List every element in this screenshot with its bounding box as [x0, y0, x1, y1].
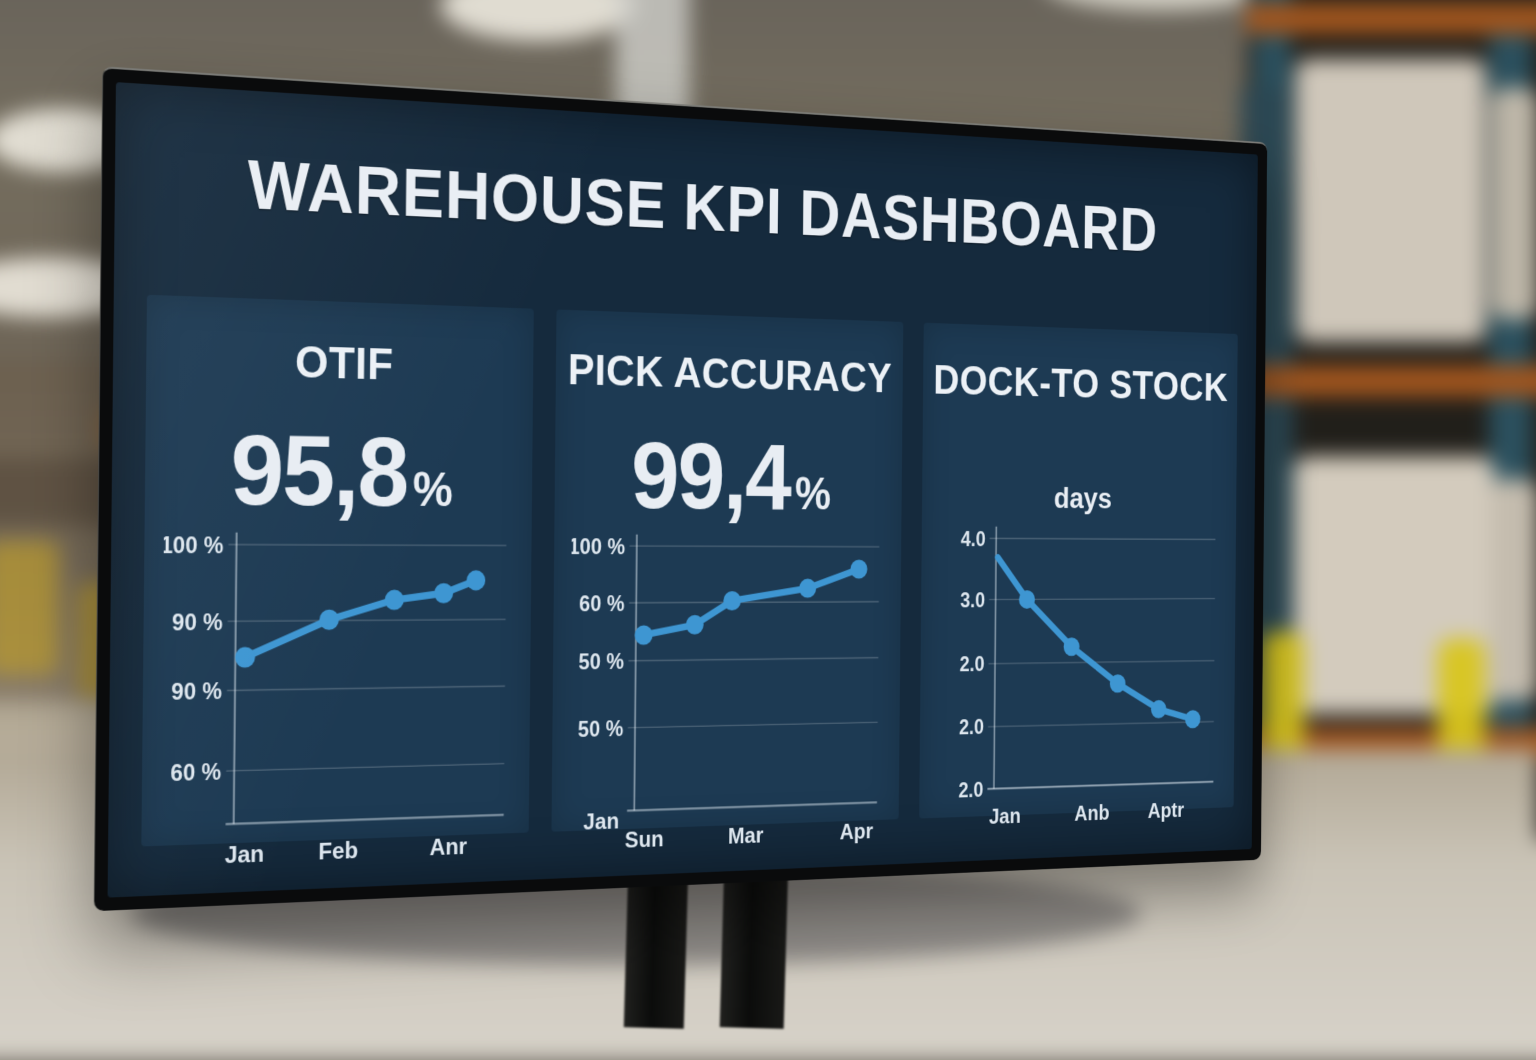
- svg-text:60 %: 60 %: [579, 591, 625, 616]
- panel-otif-value: 95,8%: [230, 414, 454, 527]
- wrapped-pallet: [1491, 87, 1536, 320]
- panel-dock-to-stock: DOCK-TO STOCK days 4.0 3.0 2.0 2.0 2.0 Jan Anb…: [919, 322, 1238, 830]
- rack-beam: [1246, 3, 1536, 35]
- ceiling-light: [1043, 0, 1280, 11]
- kpi-panels-row: OTIF 95,8% 100 % 90 % 90 % 60 % Jan Feb Anr PI…: [141, 294, 1238, 869]
- svg-text:Apr: Apr: [839, 819, 873, 845]
- svg-text:2.0: 2.0: [960, 652, 985, 676]
- panel-dock-to-stock-title: DOCK-TO STOCK: [933, 356, 1229, 410]
- svg-text:Sun: Sun: [624, 827, 663, 854]
- svg-text:3.0: 3.0: [960, 588, 985, 611]
- svg-text:Jan: Jan: [583, 809, 619, 836]
- panel-pick-accuracy-title: PICK ACCURACY: [567, 344, 893, 402]
- pick-accuracy-value-number: 99,4: [630, 422, 791, 530]
- dashboard-title: WAREHOUSE KPI DASHBOARD: [247, 146, 1159, 265]
- svg-text:Anr: Anr: [429, 834, 467, 861]
- left-yellow-crates: [0, 540, 60, 675]
- panel-otif: OTIF 95,8% 100 % 90 % 90 % 60 % Jan Feb Anr: [141, 294, 534, 869]
- svg-text:2.0: 2.0: [959, 716, 984, 740]
- svg-text:Aptr: Aptr: [1148, 799, 1185, 824]
- kpi-monitor: WAREHOUSE KPI DASHBOARD OTIF 95,8% 100 %…: [93, 66, 1268, 912]
- dock-to-stock-unit-label: days: [1053, 481, 1113, 516]
- panel-pick-accuracy: PICK ACCURACY 99,4% 100 % 60 % 50 % 50 % Jan…: [551, 309, 904, 854]
- svg-text:90 %: 90 %: [171, 678, 222, 705]
- svg-text:4.0: 4.0: [961, 527, 986, 550]
- panel-otif-title: OTIF: [294, 336, 394, 390]
- svg-text:Anb: Anb: [1074, 801, 1109, 826]
- monitor-stand-pole: [623, 867, 689, 1029]
- wrapped-pallet: [1491, 479, 1536, 701]
- wrapped-pallet: [1295, 58, 1486, 343]
- svg-text:2.0: 2.0: [959, 778, 984, 802]
- svg-text:60 %: 60 %: [170, 759, 221, 786]
- svg-text:90 %: 90 %: [172, 609, 223, 635]
- svg-text:Mar: Mar: [727, 823, 763, 849]
- svg-text:50 %: 50 %: [578, 649, 624, 674]
- svg-text:100 %: 100 %: [160, 532, 223, 558]
- otif-trend-chart: 100 % 90 % 90 % 60 % Jan Feb Anr: [160, 519, 514, 876]
- dashboard-screen: WAREHOUSE KPI DASHBOARD OTIF 95,8% 100 %…: [107, 82, 1258, 898]
- pick-accuracy-trend-chart: 100 % 60 % 50 % 50 % Jan Sun Mar Apr: [568, 522, 886, 860]
- pick-accuracy-value-unit: %: [794, 468, 832, 520]
- panel-pick-accuracy-value: 99,4%: [631, 422, 832, 529]
- svg-text:50 %: 50 %: [577, 716, 623, 741]
- otif-value-unit: %: [412, 462, 454, 517]
- dock-to-stock-trend-chart: 4.0 3.0 2.0 2.0 2.0 Jan Anb Aptr: [935, 515, 1222, 836]
- svg-text:Feb: Feb: [318, 838, 358, 866]
- svg-text:Jan: Jan: [224, 841, 264, 869]
- rack-beam: [1246, 365, 1536, 397]
- otif-value-number: 95,8: [230, 413, 409, 527]
- svg-text:Jan: Jan: [989, 804, 1021, 829]
- svg-text:100 %: 100 %: [568, 534, 625, 559]
- monitor-stand-pole: [719, 861, 789, 1029]
